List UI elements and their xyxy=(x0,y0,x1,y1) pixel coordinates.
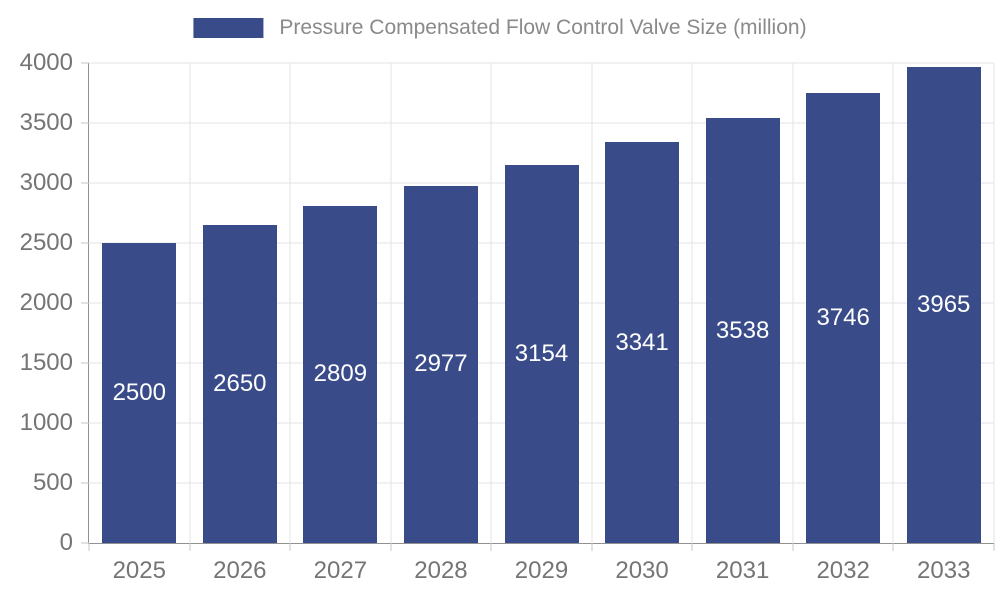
legend-swatch-icon xyxy=(193,18,264,38)
gridline-vertical xyxy=(892,63,894,543)
bar-value-label: 3154 xyxy=(514,339,569,367)
y-axis-tick xyxy=(81,182,89,184)
y-axis-label: 4000 xyxy=(19,49,73,76)
gridline-vertical xyxy=(591,63,593,543)
bar-value-label: 2650 xyxy=(213,370,267,397)
x-axis-label: 2028 xyxy=(414,557,468,584)
gridline-vertical xyxy=(189,63,191,543)
x-axis-tick xyxy=(390,543,392,551)
legend-label: Pressure Compensated Flow Control Valve … xyxy=(279,16,807,39)
y-axis-tick xyxy=(81,362,89,364)
y-axis-label: 2500 xyxy=(19,229,73,256)
y-axis-label: 0 xyxy=(59,529,73,556)
x-axis-label: 2030 xyxy=(615,557,669,584)
x-axis-tick xyxy=(189,543,191,551)
gridline-vertical xyxy=(792,63,794,543)
bar-value-label: 3746 xyxy=(816,304,870,332)
y-axis-tick xyxy=(81,302,89,304)
plot-area: 0 500 1000 1500 2000 2500 3000 3500 4000 2500 2025… xyxy=(20,49,995,584)
x-axis-tick xyxy=(490,543,492,551)
bar-value-label: 2500 xyxy=(112,379,166,406)
x-axis-tick xyxy=(691,543,693,551)
bar-value-label: 2809 xyxy=(313,360,368,388)
bar: 2650 xyxy=(202,225,277,543)
gridline-vertical xyxy=(390,63,392,543)
y-axis-label: 3500 xyxy=(19,109,73,136)
gridline-vertical xyxy=(289,63,291,543)
y-axis-label: 500 xyxy=(32,469,73,496)
x-axis-tick xyxy=(993,543,995,551)
x-axis-label: 2026 xyxy=(213,557,267,584)
bar-value-label: 3538 xyxy=(715,316,770,344)
x-axis-tick xyxy=(289,543,291,551)
x-axis-tick xyxy=(792,543,794,551)
bar: 2977 xyxy=(403,185,478,543)
y-axis-tick xyxy=(81,122,89,124)
x-axis-label: 2032 xyxy=(816,557,870,584)
y-axis-label: 2000 xyxy=(19,289,73,316)
y-axis-label: 1000 xyxy=(19,409,73,436)
gridline-vertical xyxy=(993,63,995,543)
bar: 3154 xyxy=(504,164,579,543)
y-axis-label: 3000 xyxy=(19,169,73,196)
x-axis-label: 2031 xyxy=(715,557,770,584)
gridline-vertical xyxy=(691,63,693,543)
bar: 3538 xyxy=(705,118,780,543)
gridline-vertical xyxy=(490,63,492,543)
y-axis-tick xyxy=(81,242,89,244)
bar: 3965 xyxy=(906,67,981,543)
x-axis-label: 2033 xyxy=(917,557,971,584)
x-axis-tick xyxy=(591,543,593,551)
bar: 3746 xyxy=(806,93,881,543)
bar-value-label: 2977 xyxy=(414,350,468,378)
x-axis-label: 2029 xyxy=(514,557,569,584)
y-axis-tick xyxy=(81,62,89,64)
y-axis-tick xyxy=(81,542,89,544)
bar-value-label: 3341 xyxy=(615,328,669,356)
y-axis-tick xyxy=(81,422,89,424)
y-axis-label: 1500 xyxy=(19,349,73,376)
bar: 2809 xyxy=(303,205,378,543)
bar: 2500 xyxy=(102,243,177,543)
bar-value-label: 3965 xyxy=(917,291,971,319)
gridline-horizontal xyxy=(89,62,994,64)
y-axis-tick xyxy=(81,482,89,484)
x-axis-tick xyxy=(892,543,894,551)
gridline-horizontal xyxy=(89,122,994,124)
legend-item[interactable]: Pressure Compensated Flow Control Valve … xyxy=(193,16,807,40)
x-axis-label: 2025 xyxy=(112,557,166,584)
x-axis-label: 2027 xyxy=(313,557,368,584)
x-axis-tick xyxy=(88,543,90,551)
bar: 3341 xyxy=(605,142,680,543)
